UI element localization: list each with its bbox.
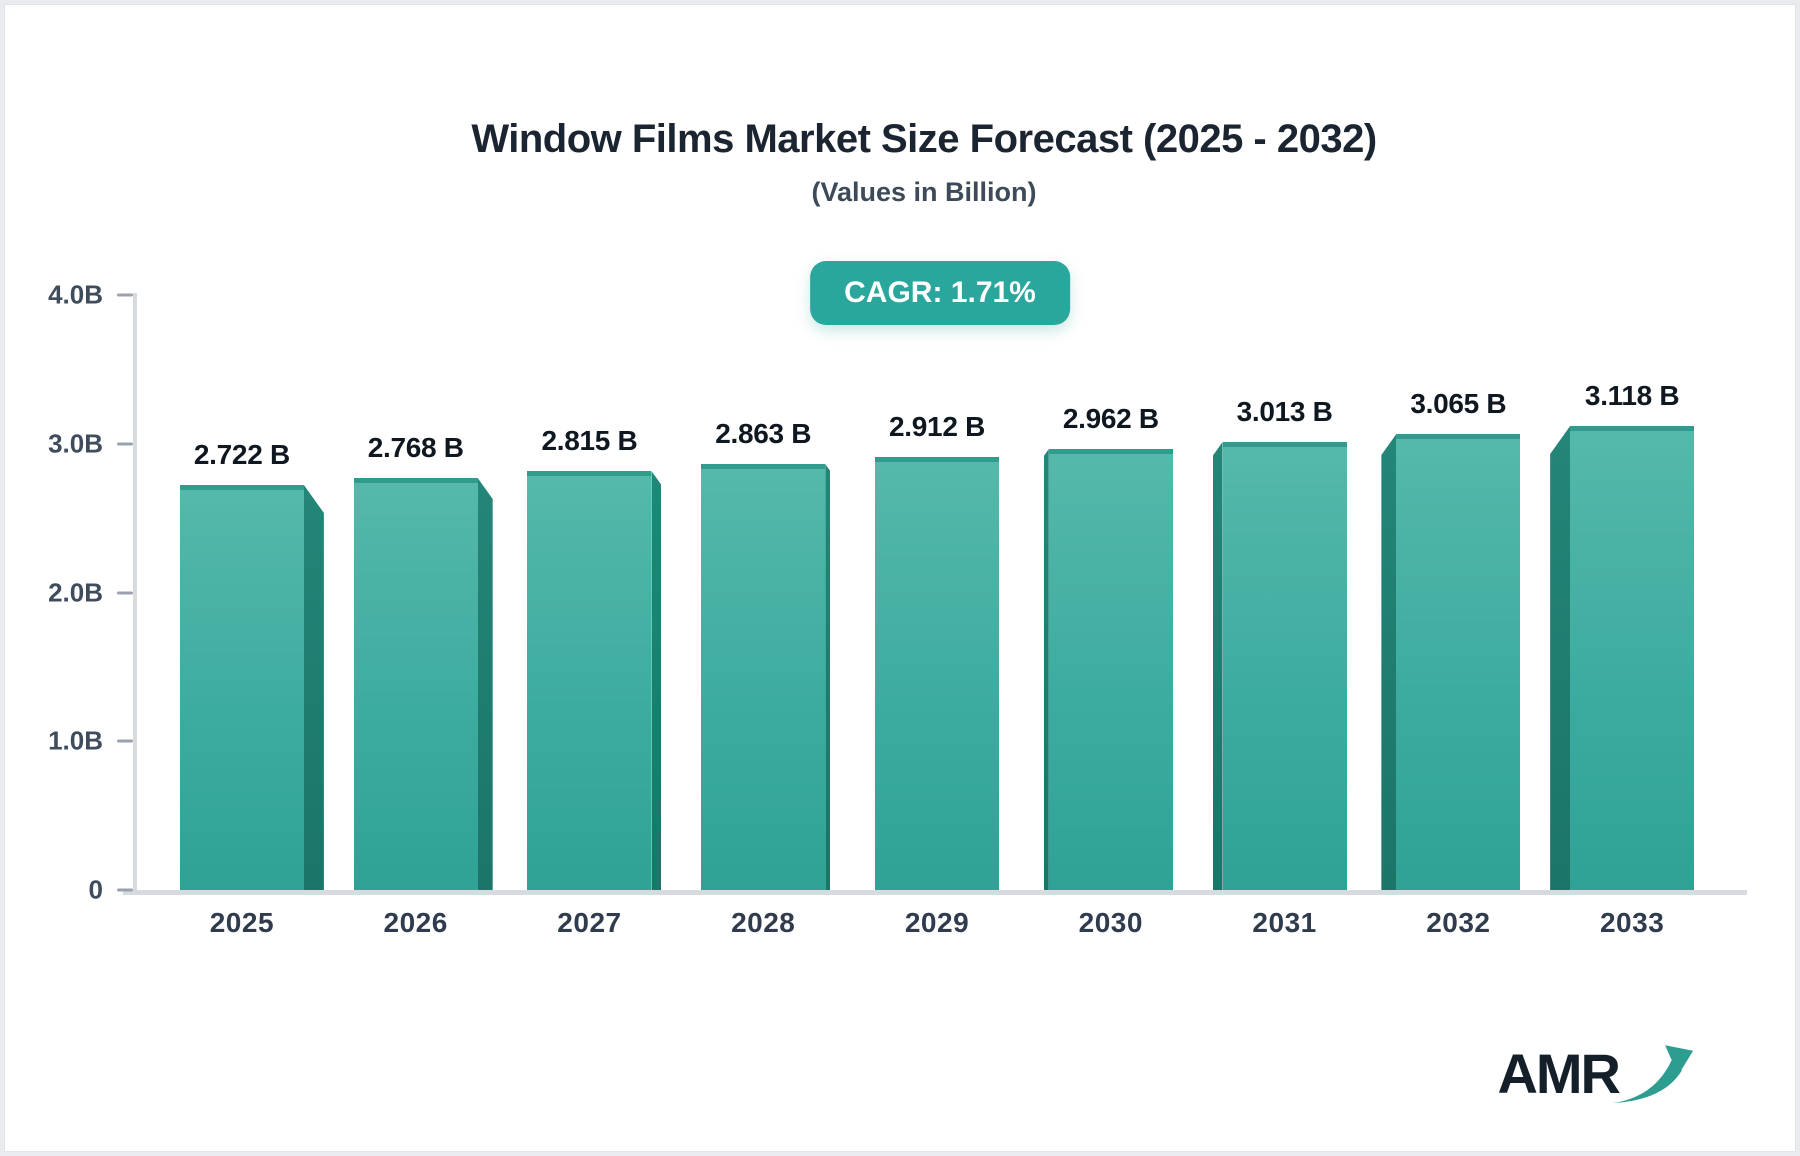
x-axis-label-2026: 2026 [383,907,448,938]
y-tick-1.0B: 1.0B [25,726,133,757]
chart-title: Window Films Market Size Forecast (2025 … [471,117,1377,161]
bar-3d-side [303,485,324,890]
bar-group-2026: 2.768 B [329,295,503,890]
bar-value-label: 3.118 B [1584,380,1680,411]
bars-area: 2.722 B 2.768 B 2.815 B 2.863 B 2.912 B 2.962… [155,295,1719,890]
bar-group-2025: 2.722 B [155,295,329,890]
x-axis-labels: 2025 2026 2027 2028 2029 2030 2031 2032 2033 [155,907,1719,939]
bar-value-label: 2.863 B [715,418,812,449]
bar-2029[interactable] [875,457,1000,890]
bar-group-2032: 3.065 B [1371,295,1545,890]
bar-group-2029: 2.912 B [850,295,1024,890]
x-axis-label-2032: 2032 [1426,907,1491,938]
bar-2031[interactable] [1222,442,1347,890]
bar-3d-side [825,464,831,890]
bar-value-label: 3.065 B [1410,388,1507,419]
y-tick-3.0B: 3.0B [25,428,133,459]
amr-logo: AMR [1497,1037,1695,1109]
y-axis-line [133,293,137,893]
bar-value-label: 2.912 B [889,411,985,442]
bar-3d-side [1381,434,1397,890]
bar-2033[interactable] [1570,426,1695,890]
bar-3d-side [651,471,662,890]
bar-value-label: 2.815 B [541,425,638,456]
bar-value-label: 2.962 B [1062,403,1159,434]
y-tick-mark [117,888,133,892]
bar-group-2033: 3.118 B [1545,295,1719,890]
bar-2028[interactable] [701,464,826,890]
bar-group-2027: 2.815 B [503,295,677,890]
y-tick-0: 0 [25,875,133,906]
bar-group-2028: 2.863 B [676,295,850,890]
bar-3d-side [1212,442,1223,890]
x-axis-label-2033: 2033 [1599,907,1665,938]
bar-value-label: 2.768 B [367,432,464,463]
y-tick-label: 2.0B [48,577,103,607]
x-axis-label-2030: 2030 [1078,907,1143,938]
y-tick-mark [117,591,133,594]
bar-2027[interactable] [527,471,652,890]
cagr-badge: CAGR: 1.71% [810,261,1070,325]
y-tick-label: 0 [88,874,103,905]
bar-group-2030: 2.962 B [1024,295,1198,890]
chart-card: Window Films Market Size Forecast (2025 … [4,4,1796,1152]
bar-3d-side [1043,449,1049,890]
bar-2025[interactable] [179,485,304,890]
x-axis-label-2031: 2031 [1252,907,1317,938]
y-tick-mark [117,739,133,743]
x-axis-label-2028: 2028 [731,907,796,938]
y-tick-2.0B: 2.0B [25,577,133,608]
x-axis-label-2029: 2029 [904,907,970,938]
bar-value-label: 3.013 B [1236,396,1333,427]
y-tick-label: 3.0B [48,428,103,459]
x-axis-line [123,890,1747,895]
y-tick-label: 1.0B [48,725,103,756]
amr-logo-text: AMR [1497,1041,1621,1105]
y-tick-mark [117,293,133,297]
bar-value-label: 2.722 B [193,439,290,470]
bar-2032[interactable] [1396,434,1521,890]
bar-2026[interactable] [353,478,478,890]
bar-2030[interactable] [1048,449,1173,890]
chart-subtitle: (Values in Billion) [811,177,1037,207]
x-axis-label-2027: 2027 [557,907,622,938]
bar-3d-side [477,478,493,890]
x-axis-label-2025: 2025 [209,907,275,938]
y-tick-4.0B: 4.0B [25,280,133,311]
bar-group-2031: 3.013 B [1198,295,1372,890]
bar-3d-side [1550,426,1571,890]
y-tick-label: 4.0B [48,279,103,310]
growth-arrow-icon [1612,1045,1694,1104]
y-tick-mark [117,442,133,446]
